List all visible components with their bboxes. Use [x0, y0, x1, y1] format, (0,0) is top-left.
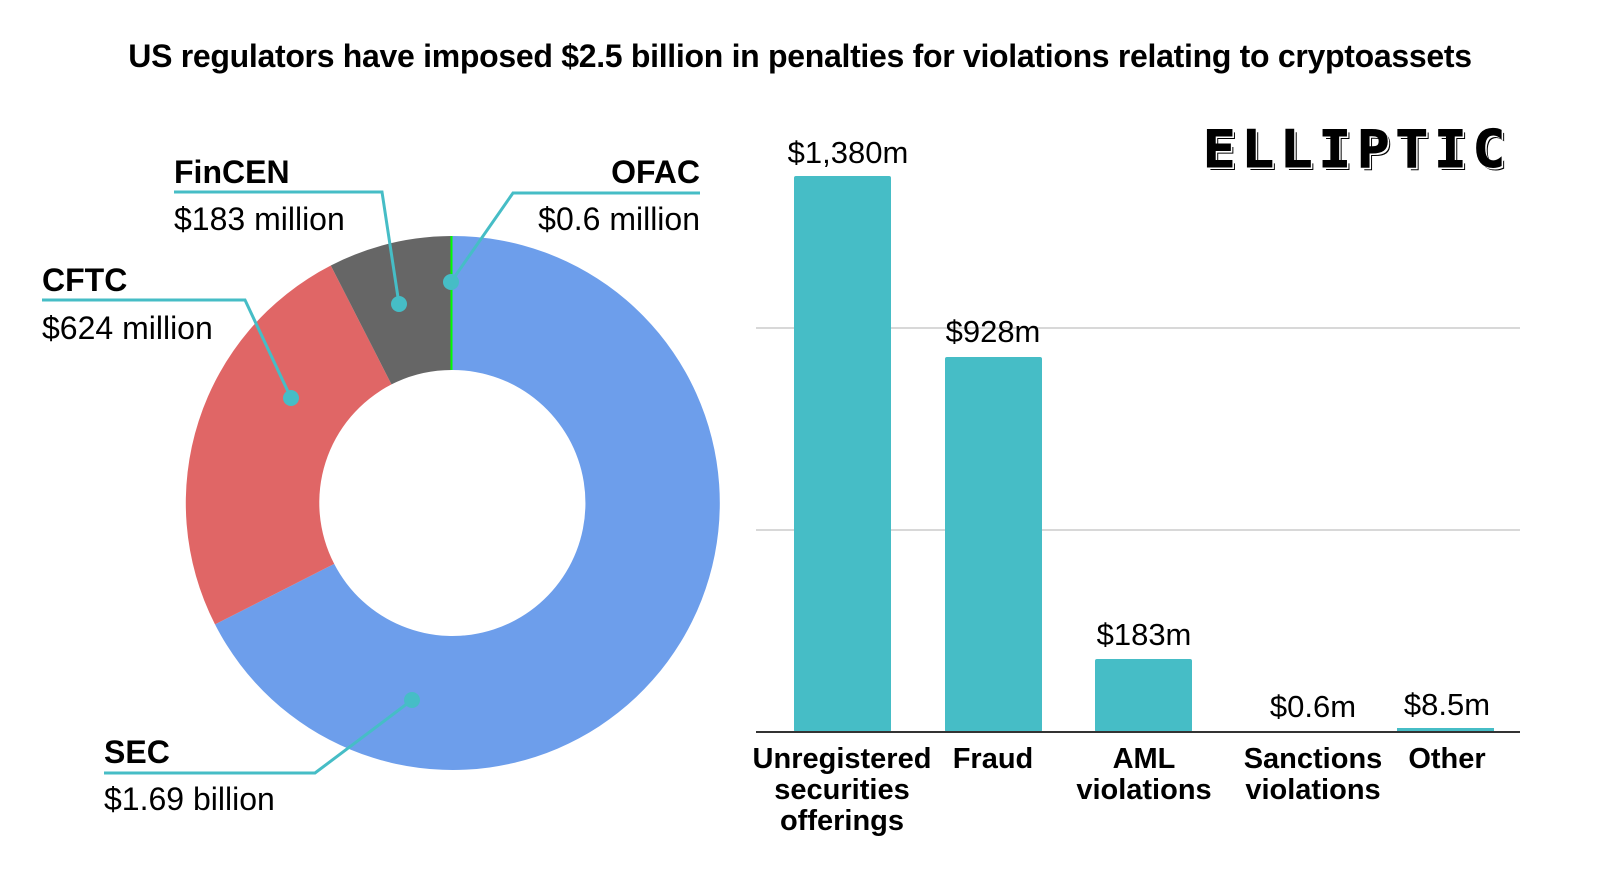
- category-label: Unregistered: [753, 743, 932, 775]
- label-cftc-name: CFTC: [42, 262, 127, 298]
- donut-slice-cftc: [185, 265, 392, 625]
- bar-fraud: [945, 357, 1042, 732]
- category-label: Other: [1408, 743, 1485, 775]
- donut-slice-fincen: [330, 236, 452, 385]
- category-label: violations: [1245, 774, 1380, 806]
- category-label: securities: [774, 774, 909, 806]
- category-label: violations: [1076, 774, 1211, 806]
- bar-chart: $1,380m $928m $183m $0.6m $8.5m Unregist…: [753, 135, 1520, 837]
- bar-value-label: $8.5m: [1404, 687, 1490, 722]
- label-sec-value: $1.69 billion: [104, 781, 275, 817]
- bar-unregistered-securities: [794, 176, 891, 732]
- leader-dots: [283, 274, 459, 708]
- leader-lines: [42, 190, 700, 775]
- bar-value-label: $1,380m: [788, 135, 909, 170]
- bar-value-label: $928m: [946, 314, 1041, 349]
- category-label: Fraud: [953, 743, 1034, 775]
- chart-title: US regulators have imposed $2.5 billion …: [128, 38, 1472, 74]
- label-fincen-name: FinCEN: [174, 154, 290, 190]
- donut-slice-sec: [215, 235, 720, 770]
- category-label: Sanctions: [1244, 743, 1383, 775]
- bar-aml-violations: [1095, 659, 1192, 732]
- category-label: AML: [1113, 743, 1176, 775]
- label-fincen-value: $183 million: [174, 201, 345, 237]
- donut-chart: [185, 235, 720, 770]
- label-ofac-name: OFAC: [611, 154, 700, 190]
- label-cftc-value: $624 million: [42, 310, 213, 346]
- elliptic-logo: ELLIPTIC: [1202, 119, 1512, 180]
- label-ofac-value: $0.6 million: [538, 201, 700, 237]
- category-label: offerings: [780, 805, 904, 837]
- label-sec-name: SEC: [104, 734, 170, 770]
- bar-value-label: $0.6m: [1270, 689, 1356, 724]
- bar-value-label: $183m: [1097, 617, 1192, 652]
- bar-other: [1397, 728, 1494, 732]
